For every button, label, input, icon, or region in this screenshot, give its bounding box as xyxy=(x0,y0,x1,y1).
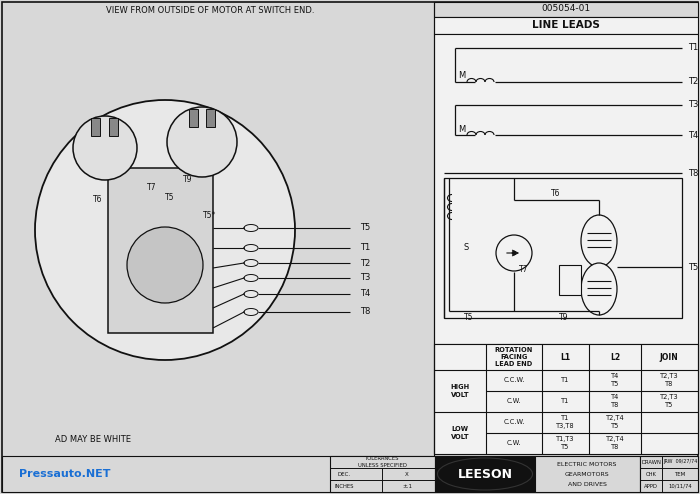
Circle shape xyxy=(167,107,237,177)
Text: T4
T5: T4 T5 xyxy=(611,373,620,387)
Text: S: S xyxy=(464,244,469,252)
Text: T8: T8 xyxy=(360,307,370,317)
Text: INCHES: INCHES xyxy=(335,484,354,489)
Text: CHK: CHK xyxy=(645,471,657,477)
Text: T2,T3
T8: T2,T3 T8 xyxy=(659,373,678,387)
Text: JOIN: JOIN xyxy=(659,353,678,362)
Text: VIEW FROM OUTSIDE OF MOTOR AT SWITCH END.: VIEW FROM OUTSIDE OF MOTOR AT SWITCH END… xyxy=(106,6,314,15)
Text: T1: T1 xyxy=(360,244,370,252)
Text: T2: T2 xyxy=(688,78,699,86)
Text: T9: T9 xyxy=(559,314,568,323)
Text: DRAWN: DRAWN xyxy=(641,459,661,464)
Bar xyxy=(640,456,698,492)
Text: LOW
VOLT: LOW VOLT xyxy=(451,426,469,440)
Text: HIGH
VOLT: HIGH VOLT xyxy=(450,384,470,398)
Circle shape xyxy=(496,235,532,271)
Text: T1: T1 xyxy=(561,377,569,383)
Bar xyxy=(330,456,435,492)
Text: T4: T4 xyxy=(688,130,699,139)
Text: APPD: APPD xyxy=(644,484,658,489)
Text: T4
T8: T4 T8 xyxy=(611,394,620,408)
Bar xyxy=(91,118,100,136)
Text: TEM: TEM xyxy=(674,471,685,477)
Text: T1: T1 xyxy=(688,43,699,52)
Text: ±.1: ±.1 xyxy=(402,484,412,489)
Text: 005054-01: 005054-01 xyxy=(541,4,591,13)
Bar xyxy=(434,17,698,34)
Text: T5*: T5* xyxy=(203,210,217,219)
Bar xyxy=(434,2,698,17)
Text: ELECTRIC MOTORS: ELECTRIC MOTORS xyxy=(557,461,617,466)
Bar xyxy=(559,265,581,295)
Text: T8: T8 xyxy=(688,168,699,177)
Text: C.C.W.: C.C.W. xyxy=(503,377,525,383)
Circle shape xyxy=(73,116,137,180)
Text: JRW  09/27/74: JRW 09/27/74 xyxy=(663,459,697,464)
Text: T3: T3 xyxy=(360,274,370,283)
Bar xyxy=(535,456,640,492)
Ellipse shape xyxy=(581,263,617,315)
Bar xyxy=(108,168,213,333)
Text: LINE LEADS: LINE LEADS xyxy=(532,20,600,30)
Bar xyxy=(2,456,698,492)
Text: C.C.W.: C.C.W. xyxy=(503,419,525,425)
Text: M: M xyxy=(458,124,466,133)
Text: T4: T4 xyxy=(360,289,370,298)
Text: 10/11/74: 10/11/74 xyxy=(668,484,692,489)
Text: C.W.: C.W. xyxy=(507,398,522,404)
Ellipse shape xyxy=(438,458,533,490)
Text: T2,T3
T5: T2,T3 T5 xyxy=(659,394,678,408)
Text: T1,T3
T5: T1,T3 T5 xyxy=(556,436,574,450)
Text: C.W.: C.W. xyxy=(507,440,522,446)
Text: ROTATION
FACING
LEAD END: ROTATION FACING LEAD END xyxy=(495,346,533,368)
Text: AND DRIVES: AND DRIVES xyxy=(568,483,606,488)
Text: Pressauto.NET: Pressauto.NET xyxy=(20,469,111,479)
Text: DEC.: DEC. xyxy=(337,471,351,477)
Text: AD MAY BE WHITE: AD MAY BE WHITE xyxy=(55,436,131,445)
Text: L1: L1 xyxy=(560,353,570,362)
Text: T2: T2 xyxy=(360,258,370,267)
Bar xyxy=(444,178,682,318)
Bar xyxy=(434,34,698,344)
Text: T6: T6 xyxy=(93,196,103,205)
Circle shape xyxy=(127,227,203,303)
Text: T7: T7 xyxy=(519,264,528,274)
Text: T3: T3 xyxy=(688,100,699,110)
Text: T1: T1 xyxy=(561,398,569,404)
Bar xyxy=(435,456,535,492)
Bar xyxy=(434,344,698,454)
Text: M: M xyxy=(458,72,466,81)
Text: T5: T5 xyxy=(464,314,474,323)
Ellipse shape xyxy=(581,215,617,267)
Text: T5: T5 xyxy=(360,223,370,233)
Text: T5: T5 xyxy=(688,262,699,272)
Text: T1
T3,T8: T1 T3,T8 xyxy=(556,415,574,429)
Text: T6: T6 xyxy=(552,189,561,198)
Circle shape xyxy=(512,251,516,255)
Text: T5: T5 xyxy=(165,194,175,203)
Text: LEESON: LEESON xyxy=(458,467,512,481)
Text: L2: L2 xyxy=(610,353,620,362)
Text: TOLERANCES
UNLESS SPECIFIED: TOLERANCES UNLESS SPECIFIED xyxy=(358,456,407,468)
Bar xyxy=(206,109,215,127)
Text: T7: T7 xyxy=(147,183,157,193)
Bar xyxy=(109,118,118,136)
Text: GEARMOTORS: GEARMOTORS xyxy=(565,472,609,478)
Circle shape xyxy=(35,100,295,360)
Text: T2,T4
T5: T2,T4 T5 xyxy=(606,415,624,429)
Bar xyxy=(189,109,198,127)
Text: T2,T4
T8: T2,T4 T8 xyxy=(606,436,624,450)
Text: X: X xyxy=(405,471,409,477)
Text: T9: T9 xyxy=(183,175,192,184)
